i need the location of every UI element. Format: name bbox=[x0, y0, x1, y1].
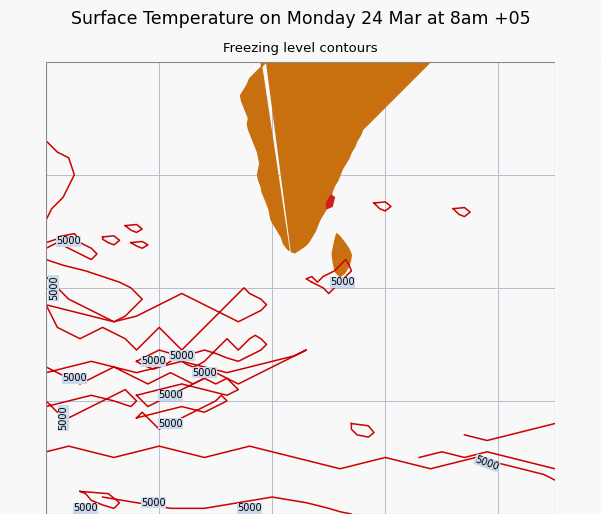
Text: 5000: 5000 bbox=[62, 373, 87, 383]
Text: 5000: 5000 bbox=[330, 277, 355, 287]
Text: 5000: 5000 bbox=[192, 368, 217, 378]
Text: 5000: 5000 bbox=[141, 498, 166, 508]
Text: 5000: 5000 bbox=[58, 406, 68, 430]
Polygon shape bbox=[332, 233, 352, 277]
Text: 5000: 5000 bbox=[73, 503, 98, 513]
Text: Surface Temperature on Monday 24 Mar at 8am +05: Surface Temperature on Monday 24 Mar at … bbox=[71, 9, 530, 28]
Polygon shape bbox=[240, 62, 555, 253]
Polygon shape bbox=[326, 195, 334, 209]
Text: 5000: 5000 bbox=[474, 454, 501, 472]
Text: 5000: 5000 bbox=[169, 351, 194, 361]
Text: Freezing level contours: Freezing level contours bbox=[223, 42, 378, 54]
Text: 5000: 5000 bbox=[237, 503, 262, 513]
Text: 5000: 5000 bbox=[158, 390, 183, 400]
Text: 5000: 5000 bbox=[49, 276, 59, 300]
Text: 5000: 5000 bbox=[158, 418, 183, 429]
Text: 5000: 5000 bbox=[56, 236, 81, 247]
Text: 5000: 5000 bbox=[141, 356, 166, 366]
